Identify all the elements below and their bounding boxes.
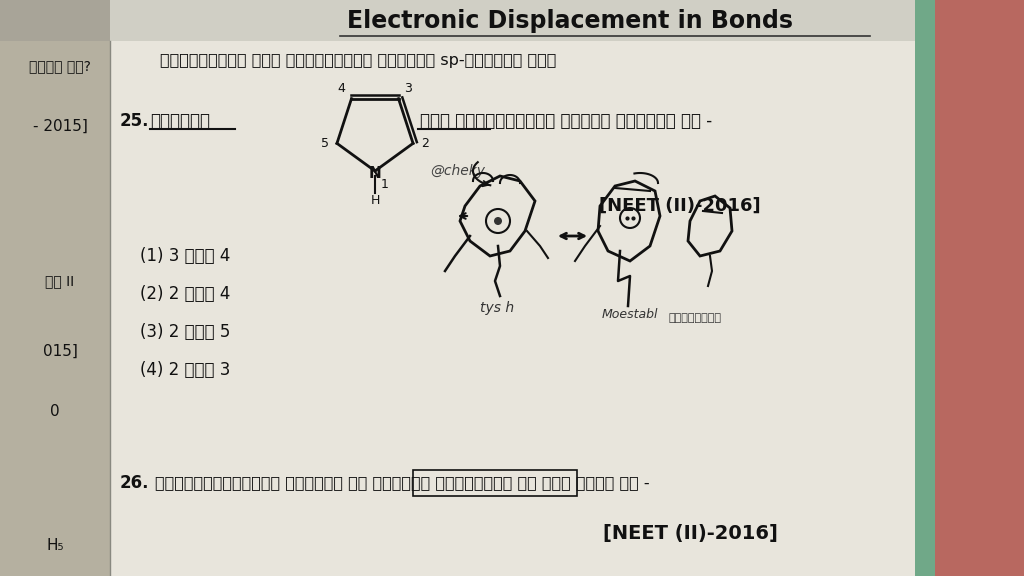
Text: Electronic Displacement in Bonds: Electronic Displacement in Bonds <box>347 9 793 33</box>
Bar <box>0 0 110 41</box>
Text: 015]: 015] <box>43 343 78 358</box>
Text: 26.: 26. <box>120 474 150 492</box>
Text: पाइरोल: पाइरोल <box>150 112 210 130</box>
Text: 2: 2 <box>421 137 429 150</box>
Text: कार्बोक्सिलिक अम्लों की अम्लीय सामर्थ्य का सही क्रम है -: कार्बोक्सिलिक अम्लों की अम्लीय सामर्थ्य … <box>155 476 649 491</box>
Text: 25.: 25. <box>120 112 150 130</box>
Bar <box>110 0 950 576</box>
Text: H₅: H₅ <box>46 539 63 554</box>
Bar <box>110 0 915 41</box>
Text: @cheky: @cheky <box>430 164 485 178</box>
Text: 3: 3 <box>404 82 413 95</box>
Bar <box>915 0 935 576</box>
Text: (3) 2 तथा 5: (3) 2 तथा 5 <box>140 323 230 341</box>
Text: (1) 3 तथा 4: (1) 3 तथा 4 <box>140 247 230 265</box>
Text: [NEET (II)-2016]: [NEET (II)-2016] <box>599 197 761 215</box>
Text: Moestabl: Moestabl <box>602 308 658 320</box>
Circle shape <box>494 217 502 225</box>
Text: 4: 4 <box>338 82 345 95</box>
Text: 5: 5 <box>321 137 329 150</box>
Text: 1: 1 <box>381 179 389 191</box>
Text: N: N <box>369 165 381 180</box>
Text: H: H <box>371 195 380 207</box>
Text: [NEET (II)-2016]: [NEET (II)-2016] <box>602 524 777 543</box>
Text: जाता है?: जाता है? <box>29 59 91 73</box>
Bar <box>930 0 1024 576</box>
Text: पारस्थिर: पारस्थिर <box>669 313 722 323</box>
Text: tys h: tys h <box>480 301 514 315</box>
Text: (2) 2 तथा 4: (2) 2 तथा 4 <box>140 285 230 303</box>
Text: वल II: वल II <box>45 274 75 288</box>
Text: एरीलएैमीन में नाइट्रोजन परमाणु sp-संकरित है।: एरीलएैमीन में नाइट्रोजन परमाणु sp-संकरित… <box>160 52 556 67</box>
Text: (4) 2 तथा 3: (4) 2 तथा 3 <box>140 361 230 379</box>
Text: 0: 0 <box>50 404 59 419</box>
Text: में इलेक्ट्रॉन घनत्व अधिकतम है -: में इलेक्ट्रॉन घनत्व अधिकतम है - <box>420 112 712 130</box>
Bar <box>0 0 110 576</box>
Text: - 2015]: - 2015] <box>33 119 87 134</box>
